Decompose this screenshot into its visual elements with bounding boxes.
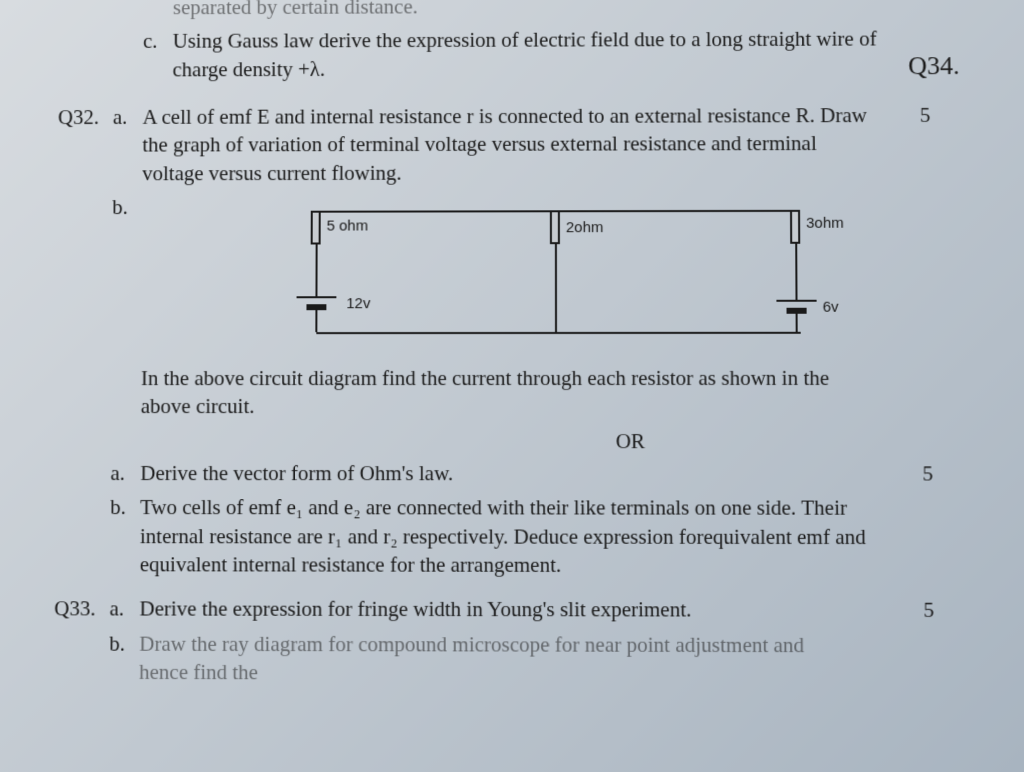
resistor-r1-label: 5 ohm (327, 217, 369, 237)
resistor-r1 (311, 211, 321, 245)
q32-bullet-a: a. (112, 103, 142, 187)
q33-label: Q33. (40, 595, 110, 624)
q32-alt-bullet-a: a. (110, 459, 140, 487)
q32-alt-a: Derive the vector form of Ohm's law. (140, 459, 912, 488)
q31c-text: Using Gauss law derive the expression of… (172, 25, 959, 84)
q32-alt-b: Two cells of emf e₁ and e₂ are connected… (140, 493, 964, 580)
q32-bullet-b: b. (111, 193, 142, 358)
battery-b2-long (776, 300, 816, 302)
resistor-r2-label: 2ohm (566, 218, 604, 238)
q34-side-label: Q34. (908, 48, 960, 83)
q33-bullet-b: b. (109, 629, 139, 686)
q32b-followup: In the above circuit diagram find the cu… (141, 364, 963, 421)
q33-marks: 5 (913, 596, 964, 625)
q32-alt-marks: 5 (912, 459, 963, 488)
q32a-text: A cell of emf E and internal resistance … (142, 101, 910, 187)
resistor-r2 (550, 210, 560, 244)
q32-alt-bullet-b: b. (110, 493, 140, 578)
partial-top-line: separated by certain distance. (173, 0, 959, 21)
resistor-r3-label: 3ohm (806, 214, 844, 234)
battery-b2-label: 6v (823, 298, 839, 318)
resistor-r3 (790, 210, 800, 244)
q32-label: Q32. (43, 103, 113, 187)
q33b-text: Draw the ray diagram for compound micros… (139, 629, 965, 688)
circuit-diagram: 5 ohm 12v 2ohm 3ohm (270, 202, 831, 352)
q33a-text: Derive the expression for fringe width i… (139, 595, 913, 625)
q33-bullet-a: a. (109, 595, 139, 624)
battery-b1-long (297, 296, 337, 298)
q31-bullet-c: c. (143, 27, 173, 83)
battery-b1-label: 12v (346, 294, 370, 314)
q32-marks: 5 (910, 101, 961, 186)
q32-or: OR (300, 427, 963, 456)
